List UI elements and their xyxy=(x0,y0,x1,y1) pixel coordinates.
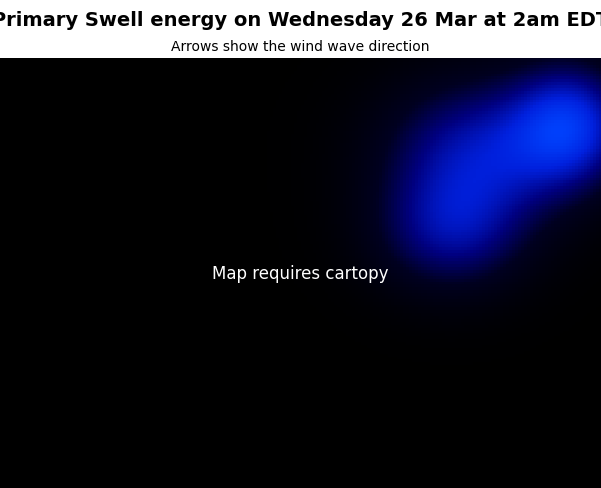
Text: Map requires cartopy: Map requires cartopy xyxy=(212,264,389,282)
Text: Primary Swell energy on Wednesday 26 Mar at 2am EDT: Primary Swell energy on Wednesday 26 Mar… xyxy=(0,11,601,30)
Text: Arrows show the wind wave direction: Arrows show the wind wave direction xyxy=(171,40,430,54)
